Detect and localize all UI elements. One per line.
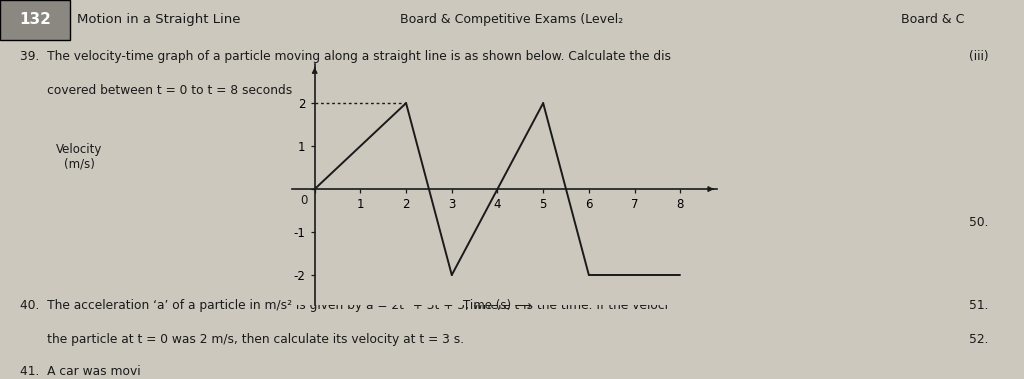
Text: 51.: 51.	[969, 299, 988, 312]
Text: 41.  A car was movi: 41. A car was movi	[20, 365, 141, 379]
Text: 132: 132	[18, 13, 51, 27]
Text: Time (s) ⟶: Time (s) ⟶	[463, 299, 531, 312]
Text: Velocity
(m/s): Velocity (m/s)	[56, 143, 102, 171]
Text: 50.: 50.	[969, 216, 988, 229]
Text: Motion in a Straight Line: Motion in a Straight Line	[77, 13, 241, 27]
Text: 40.  The acceleration ‘a’ of a particle in m/s² is given by a = 2t² + 3t + 5, wh: 40. The acceleration ‘a’ of a particle i…	[20, 299, 669, 312]
Text: covered between t = 0 to t = 8 seconds. Also calculate the displacement between : covered between t = 0 to t = 8 seconds. …	[20, 84, 669, 97]
Text: 52.: 52.	[969, 333, 988, 346]
Text: 0: 0	[300, 194, 308, 207]
FancyBboxPatch shape	[0, 0, 70, 40]
Text: the particle at t = 0 was 2 m/s, then calculate its velocity at t = 3 s.: the particle at t = 0 was 2 m/s, then ca…	[20, 333, 465, 346]
Text: (iii): (iii)	[969, 50, 988, 63]
Text: Board & C: Board & C	[901, 13, 965, 27]
Text: 39.  The velocity-time graph of a particle moving along a straight line is as sh: 39. The velocity-time graph of a particl…	[20, 50, 672, 63]
Text: Board & Competitive Exams (Level₂: Board & Competitive Exams (Level₂	[400, 13, 624, 27]
